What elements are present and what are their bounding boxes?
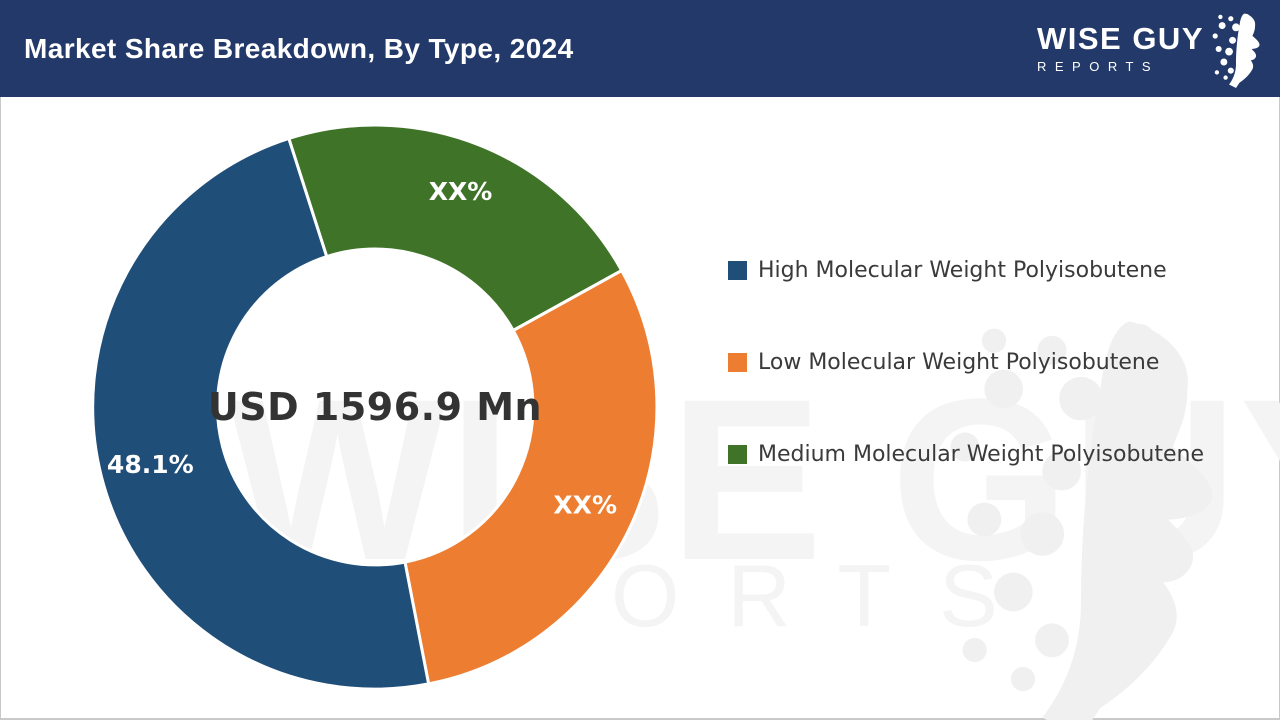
logo-wordmark: WISE GUY REPORTS (1037, 23, 1204, 74)
legend-item-low-molecular-weight-polyisobutene: Low Molecular Weight Polyisobutene (728, 349, 1204, 375)
legend-item-medium-molecular-weight-polyisobutene: Medium Molecular Weight Polyisobutene (728, 441, 1204, 467)
logo-wordmark-main: WISE GUY (1036, 21, 1204, 57)
face-logo-icon (1212, 12, 1260, 88)
logo-wordmark-sub: REPORTS (1036, 58, 1160, 74)
legend-item-high-molecular-weight-polyisobutene: High Molecular Weight Polyisobutene (728, 257, 1204, 283)
legend-label: Low Molecular Weight Polyisobutene (758, 349, 1160, 375)
watermark-reports: REPORTS (286, 546, 1046, 645)
donut-center-value: USD 1596.9 Mn (207, 385, 543, 429)
page-title: Market Share Breakdown, By Type, 2024 (24, 32, 574, 64)
legend-swatch-icon (728, 352, 747, 372)
legend-swatch-icon (728, 260, 747, 280)
wise-guy-logo: WISE GUY REPORTS (1037, 10, 1262, 88)
legend-label: Medium Molecular Weight Polyisobutene (758, 441, 1205, 467)
legend-label: High Molecular Weight Polyisobutene (758, 257, 1167, 283)
chart-legend: High Molecular Weight Polyisobutene Low M… (728, 257, 1204, 467)
legend-swatch-icon (728, 444, 747, 464)
header-bar: Market Share Breakdown, By Type, 2024 WI… (0, 0, 1280, 97)
